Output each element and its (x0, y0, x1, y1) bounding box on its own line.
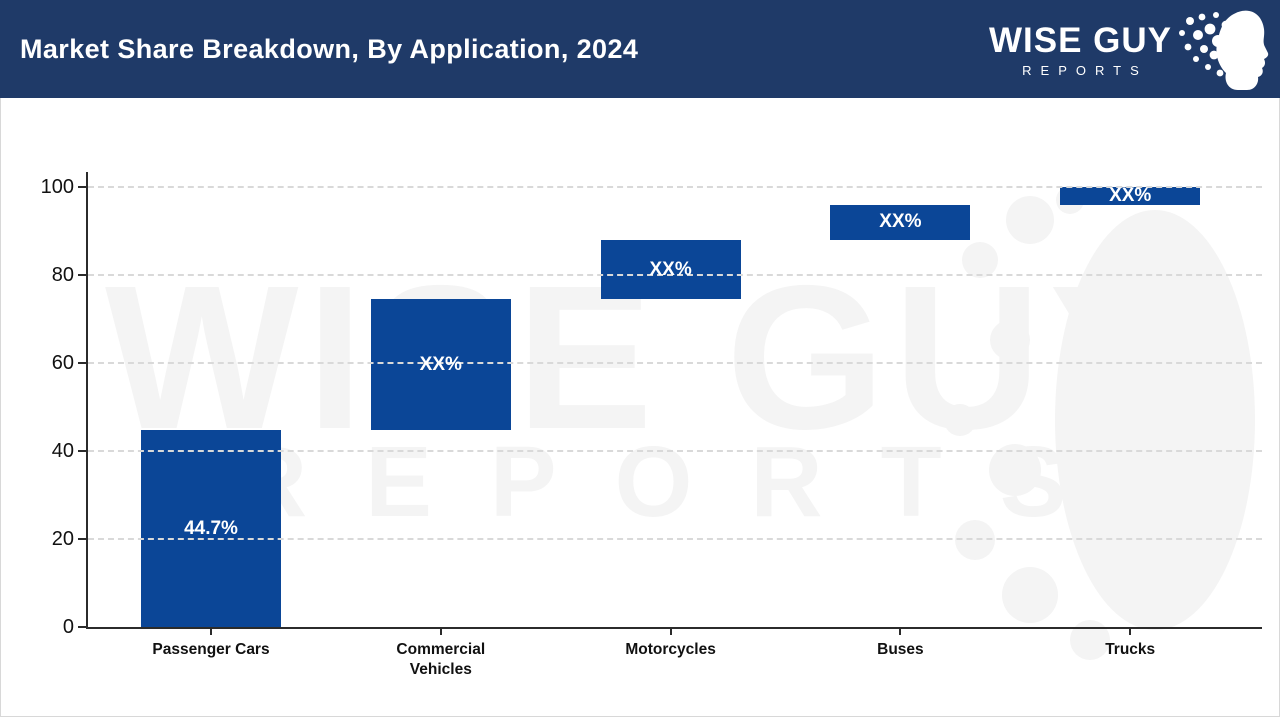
x-axis-label-motorcycles: Motorcycles (625, 641, 716, 658)
bar-value-label-passenger-cars: 44.7% (184, 517, 238, 539)
bar-trucks (1060, 187, 1201, 206)
bar-passenger-cars (141, 430, 281, 627)
y-axis-tick-label-40: 40 (51, 440, 74, 462)
bar-value-label-commercial-vehicles: XX% (419, 353, 462, 375)
x-tick-mark (1129, 627, 1132, 635)
x-tick-mark (210, 627, 212, 635)
x-axis-label-trucks: Trucks (1105, 641, 1156, 658)
gridline-20 (88, 538, 1262, 540)
x-tick-mark (669, 627, 672, 635)
gridline-80 (88, 274, 1262, 276)
bar-value-label-motorcycles: XX% (649, 258, 692, 280)
y-axis-tick-label-0: 0 (62, 616, 74, 638)
y-axis-tick-label-60: 60 (51, 352, 74, 374)
brand-logo: WISE GUY REPORTS (989, 3, 1270, 95)
bar-commercial-vehicles (370, 299, 511, 431)
x-axis-label-buses: Buses (877, 641, 924, 658)
y-tick-mark (78, 450, 86, 452)
y-tick-mark (78, 626, 86, 628)
x-axis-line (86, 627, 1262, 629)
y-axis-tick-label-80: 80 (51, 264, 74, 286)
brand-logo-text: WISE GUY REPORTS (989, 21, 1172, 78)
y-tick-mark (78, 538, 86, 540)
y-axis-line (86, 172, 88, 629)
bar-value-label-trucks: XX% (1109, 185, 1152, 207)
x-axis-label-passenger-cars: Passenger Cars (152, 641, 270, 658)
y-tick-mark (78, 186, 86, 188)
x-tick-mark (899, 627, 902, 635)
bar-motorcycles (600, 239, 741, 300)
bar-buses (830, 205, 971, 240)
y-axis-tick-label-20: 20 (51, 528, 74, 550)
y-axis-tick-label-100: 100 (40, 176, 74, 198)
bar-value-label-buses: XX% (879, 211, 922, 233)
brand-name: WISE GUY (988, 20, 1172, 60)
y-tick-mark (78, 362, 86, 364)
page-title: Market Share Breakdown, By Application, … (20, 33, 639, 64)
watermark-face-icon (944, 186, 1255, 660)
watermark-line2: REPORTS (235, 426, 1125, 538)
brand-subtitle: REPORTS (1022, 62, 1148, 78)
gridline-100 (88, 186, 1262, 188)
y-tick-mark (78, 274, 86, 276)
header-bar: Market Share Breakdown, By Application, … (0, 0, 1280, 98)
brand-face-icon (1179, 10, 1269, 90)
x-tick-mark (439, 627, 442, 635)
gridline-60 (88, 362, 1262, 364)
x-axis-label-commercial-vehicles: Commercial Vehicles (396, 641, 486, 678)
gridline-40 (88, 450, 1262, 452)
